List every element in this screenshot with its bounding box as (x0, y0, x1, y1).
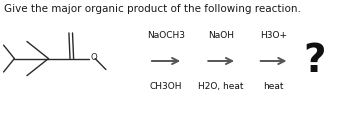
Text: NaOH: NaOH (208, 31, 234, 40)
Text: H3O+: H3O+ (260, 31, 287, 40)
Text: Give the major organic product of the following reaction.: Give the major organic product of the fo… (4, 4, 301, 14)
Text: heat: heat (263, 82, 284, 91)
Text: O: O (90, 53, 97, 62)
Text: ?: ? (303, 42, 325, 80)
Text: H2O, heat: H2O, heat (199, 82, 244, 91)
Text: CH3OH: CH3OH (150, 82, 182, 91)
Text: NaOCH3: NaOCH3 (147, 31, 185, 40)
